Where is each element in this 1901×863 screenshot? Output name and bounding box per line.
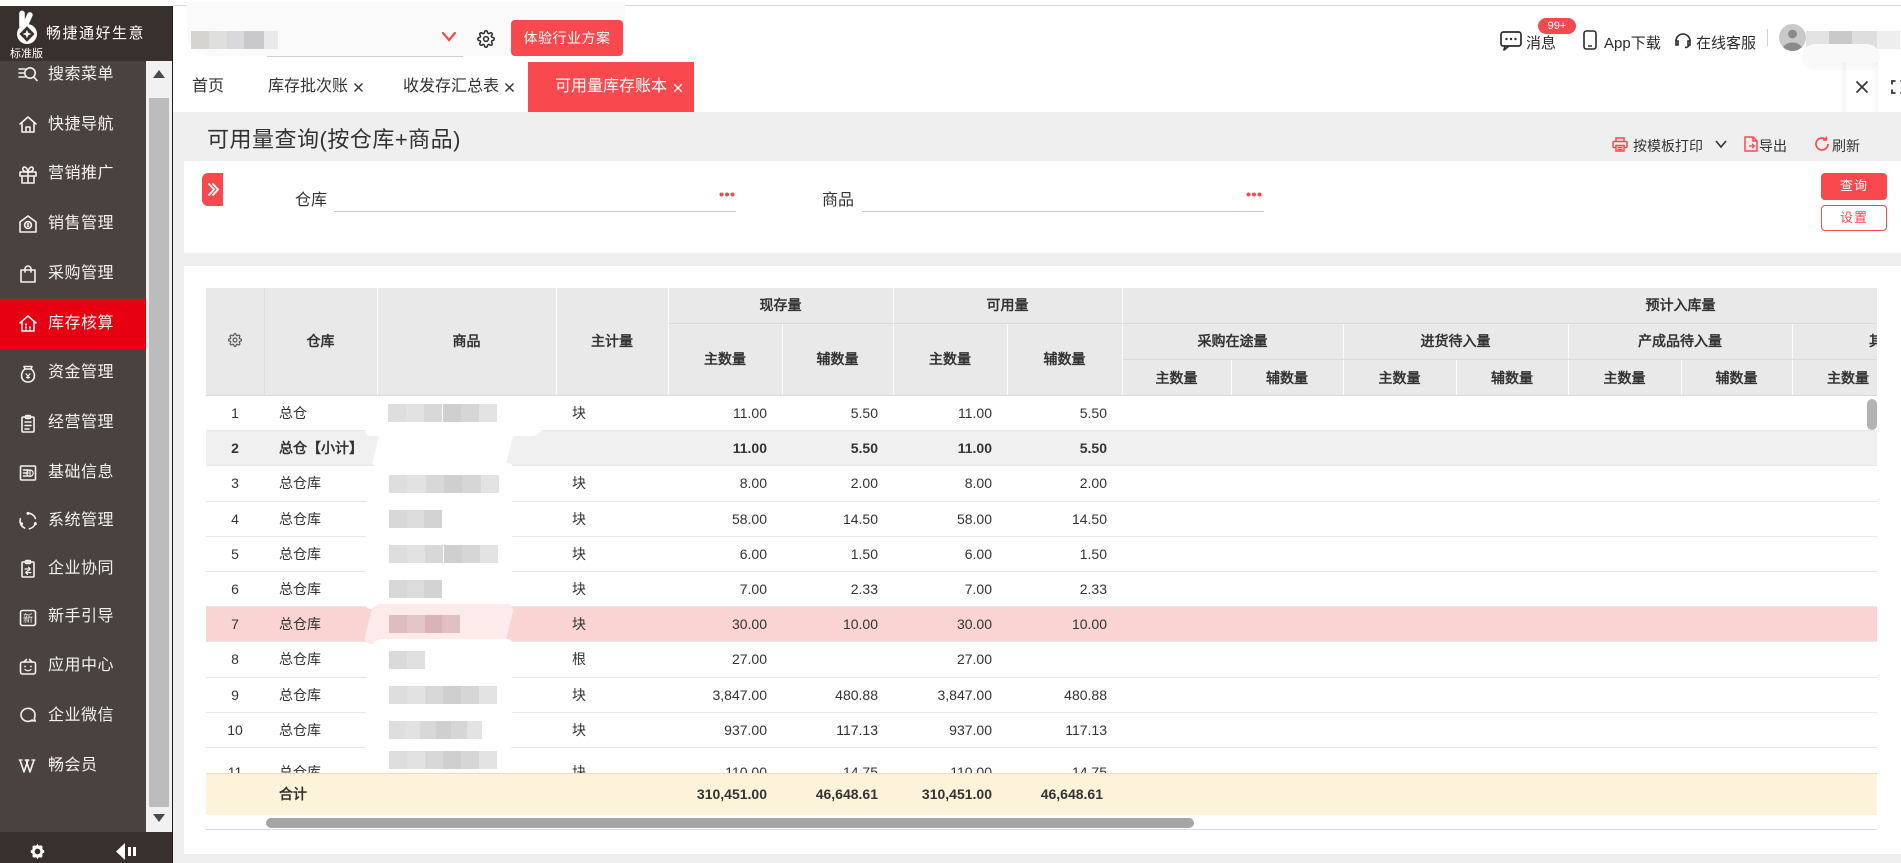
- svg-text:新: 新: [23, 612, 33, 625]
